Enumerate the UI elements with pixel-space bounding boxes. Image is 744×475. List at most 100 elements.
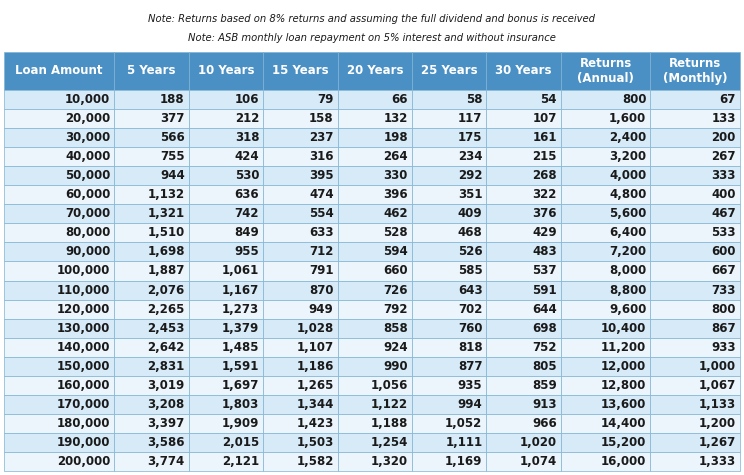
Bar <box>115 90 189 109</box>
Text: 79: 79 <box>317 93 333 106</box>
Bar <box>338 414 412 433</box>
Bar <box>412 261 487 281</box>
Text: 1,600: 1,600 <box>609 112 647 125</box>
Text: 10,000: 10,000 <box>65 93 110 106</box>
Text: 292: 292 <box>458 169 482 182</box>
Text: 1,200: 1,200 <box>699 417 736 430</box>
Text: 660: 660 <box>383 265 408 277</box>
Text: 600: 600 <box>711 246 736 258</box>
Bar <box>650 281 740 300</box>
Text: 158: 158 <box>309 112 333 125</box>
Bar <box>650 376 740 395</box>
Text: 530: 530 <box>234 169 259 182</box>
Bar <box>561 395 650 414</box>
Text: 215: 215 <box>532 150 557 163</box>
Text: 20 Years: 20 Years <box>347 65 403 77</box>
Text: 1,254: 1,254 <box>371 436 408 449</box>
Text: 1,379: 1,379 <box>222 322 259 334</box>
Bar <box>650 109 740 128</box>
Text: 3,200: 3,200 <box>609 150 647 163</box>
Text: 537: 537 <box>532 265 557 277</box>
Text: 867: 867 <box>711 322 736 334</box>
Text: 212: 212 <box>235 112 259 125</box>
Bar <box>650 166 740 185</box>
Bar <box>115 319 189 338</box>
Bar <box>338 395 412 414</box>
Bar <box>412 319 487 338</box>
Bar <box>4 166 115 185</box>
Bar <box>189 319 263 338</box>
Text: 264: 264 <box>383 150 408 163</box>
Bar <box>650 147 740 166</box>
Text: 1,061: 1,061 <box>222 265 259 277</box>
Bar <box>4 357 115 376</box>
Text: 10,400: 10,400 <box>601 322 647 334</box>
Text: 483: 483 <box>532 246 557 258</box>
Text: 742: 742 <box>234 207 259 220</box>
Text: 12,000: 12,000 <box>601 360 647 373</box>
Text: 190,000: 190,000 <box>57 436 110 449</box>
Text: 1,111: 1,111 <box>445 436 482 449</box>
Text: 5,600: 5,600 <box>609 207 647 220</box>
Text: 1,909: 1,909 <box>222 417 259 430</box>
Bar <box>412 185 487 204</box>
Bar <box>487 185 561 204</box>
Bar <box>4 128 115 147</box>
Bar <box>189 452 263 471</box>
Bar <box>487 204 561 223</box>
Bar <box>650 357 740 376</box>
Text: 849: 849 <box>234 227 259 239</box>
Text: 30 Years: 30 Years <box>496 65 552 77</box>
Text: 667: 667 <box>711 265 736 277</box>
Text: 913: 913 <box>532 398 557 411</box>
Bar <box>189 128 263 147</box>
Text: 318: 318 <box>234 131 259 144</box>
Bar <box>561 433 650 452</box>
Bar <box>189 166 263 185</box>
Text: 990: 990 <box>383 360 408 373</box>
Bar <box>487 128 561 147</box>
Bar <box>561 166 650 185</box>
Text: 3,397: 3,397 <box>147 417 185 430</box>
Bar <box>561 300 650 319</box>
Bar <box>338 281 412 300</box>
Text: 800: 800 <box>711 303 736 315</box>
Text: 591: 591 <box>532 284 557 296</box>
Bar <box>338 185 412 204</box>
Bar <box>650 242 740 261</box>
Bar <box>189 433 263 452</box>
Text: 6,400: 6,400 <box>609 227 647 239</box>
Bar <box>487 52 561 90</box>
Bar <box>487 300 561 319</box>
Bar <box>4 281 115 300</box>
Bar <box>263 376 338 395</box>
Bar <box>4 319 115 338</box>
Bar <box>412 300 487 319</box>
Text: 20,000: 20,000 <box>65 112 110 125</box>
Bar <box>189 376 263 395</box>
Bar <box>263 338 338 357</box>
Text: 733: 733 <box>711 284 736 296</box>
Text: 1,028: 1,028 <box>296 322 333 334</box>
Bar <box>412 242 487 261</box>
Bar <box>4 376 115 395</box>
Text: 1,074: 1,074 <box>519 455 557 468</box>
Text: 175: 175 <box>458 131 482 144</box>
Bar <box>115 52 189 90</box>
Bar <box>650 452 740 471</box>
Text: Returns
(Annual): Returns (Annual) <box>577 57 634 85</box>
Text: 726: 726 <box>383 284 408 296</box>
Bar <box>412 376 487 395</box>
Bar <box>650 300 740 319</box>
Bar <box>487 395 561 414</box>
Text: 4,800: 4,800 <box>609 188 647 201</box>
Bar <box>412 452 487 471</box>
Bar <box>115 204 189 223</box>
Bar <box>263 452 338 471</box>
Text: 933: 933 <box>711 341 736 354</box>
Bar <box>189 242 263 261</box>
Text: 1,186: 1,186 <box>296 360 333 373</box>
Bar <box>487 261 561 281</box>
Text: 376: 376 <box>532 207 557 220</box>
Bar <box>487 414 561 433</box>
